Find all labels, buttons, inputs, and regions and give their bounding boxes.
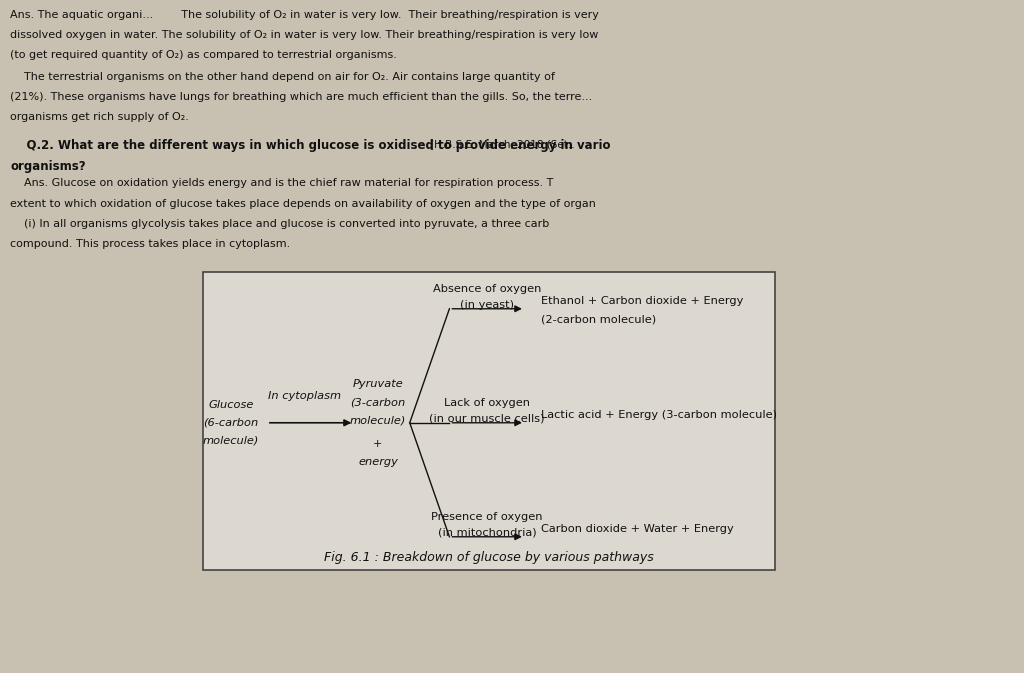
Text: (in yeast): (in yeast) xyxy=(460,299,514,310)
Text: energy: energy xyxy=(358,457,398,466)
Text: (2-carbon molecule): (2-carbon molecule) xyxy=(541,314,655,324)
Text: (in our muscle cells): (in our muscle cells) xyxy=(429,414,545,423)
Text: Lack of oxygen: Lack of oxygen xyxy=(444,398,530,408)
Text: Pyruvate: Pyruvate xyxy=(352,379,403,389)
Text: compound. This process takes place in cytoplasm.: compound. This process takes place in cy… xyxy=(10,239,291,249)
Text: Absence of oxygen: Absence of oxygen xyxy=(433,284,542,294)
Text: Fig. 6.1 : Breakdown of glucose by various pathways: Fig. 6.1 : Breakdown of glucose by vario… xyxy=(325,551,654,564)
Text: (21%). These organisms have lungs for breathing which are much efficient than th: (21%). These organisms have lungs for br… xyxy=(10,92,593,102)
Text: Ethanol + Carbon dioxide + Energy: Ethanol + Carbon dioxide + Energy xyxy=(541,296,743,306)
Text: Carbon dioxide + Water + Energy: Carbon dioxide + Water + Energy xyxy=(541,524,733,534)
Text: organisms?: organisms? xyxy=(10,160,86,172)
Text: extent to which oxidation of glucose takes place depends on availability of oxyg: extent to which oxidation of glucose tak… xyxy=(10,199,596,209)
Text: (3-carbon: (3-carbon xyxy=(350,397,406,407)
Text: The terrestrial organisms on the other hand depend on air for O₂. Air contains l: The terrestrial organisms on the other h… xyxy=(10,72,555,82)
Text: molecule): molecule) xyxy=(350,415,407,425)
Bar xyxy=(204,273,775,571)
Text: molecule): molecule) xyxy=(203,436,259,446)
Text: Ans. The aquatic organi...        The solubility of O₂ in water is very low.  Th: Ans. The aquatic organi... The solubilit… xyxy=(10,10,599,20)
Text: Q.2. What are the different ways in which glucose is oxidised to provide energy : Q.2. What are the different ways in whic… xyxy=(10,139,610,152)
Text: Presence of oxygen: Presence of oxygen xyxy=(431,512,543,522)
Text: Lactic acid + Energy (3-carbon molecule): Lactic acid + Energy (3-carbon molecule) xyxy=(541,410,776,420)
Text: Glucose: Glucose xyxy=(209,400,254,410)
Text: [H.B.S.E. March, 2018 (Set..: [H.B.S.E. March, 2018 (Set.. xyxy=(430,139,574,149)
Text: (in mitochondria): (in mitochondria) xyxy=(438,528,537,538)
Text: In cytoplasm: In cytoplasm xyxy=(268,391,341,401)
Text: Ans. Glucose on oxidation yields energy and is the chief raw material for respir: Ans. Glucose on oxidation yields energy … xyxy=(10,178,554,188)
Text: (i) In all organisms glycolysis takes place and glucose is converted into pyruva: (i) In all organisms glycolysis takes pl… xyxy=(10,219,550,229)
Text: organisms get rich supply of O₂.: organisms get rich supply of O₂. xyxy=(10,112,189,122)
Text: dissolved oxygen in water. The solubility of O₂ in water is very low. Their brea: dissolved oxygen in water. The solubilit… xyxy=(10,30,599,40)
Text: (6-carbon: (6-carbon xyxy=(204,418,259,428)
Text: (to get required quantity of O₂) as compared to terrestrial organisms.: (to get required quantity of O₂) as comp… xyxy=(10,50,397,61)
Text: +: + xyxy=(374,439,383,448)
